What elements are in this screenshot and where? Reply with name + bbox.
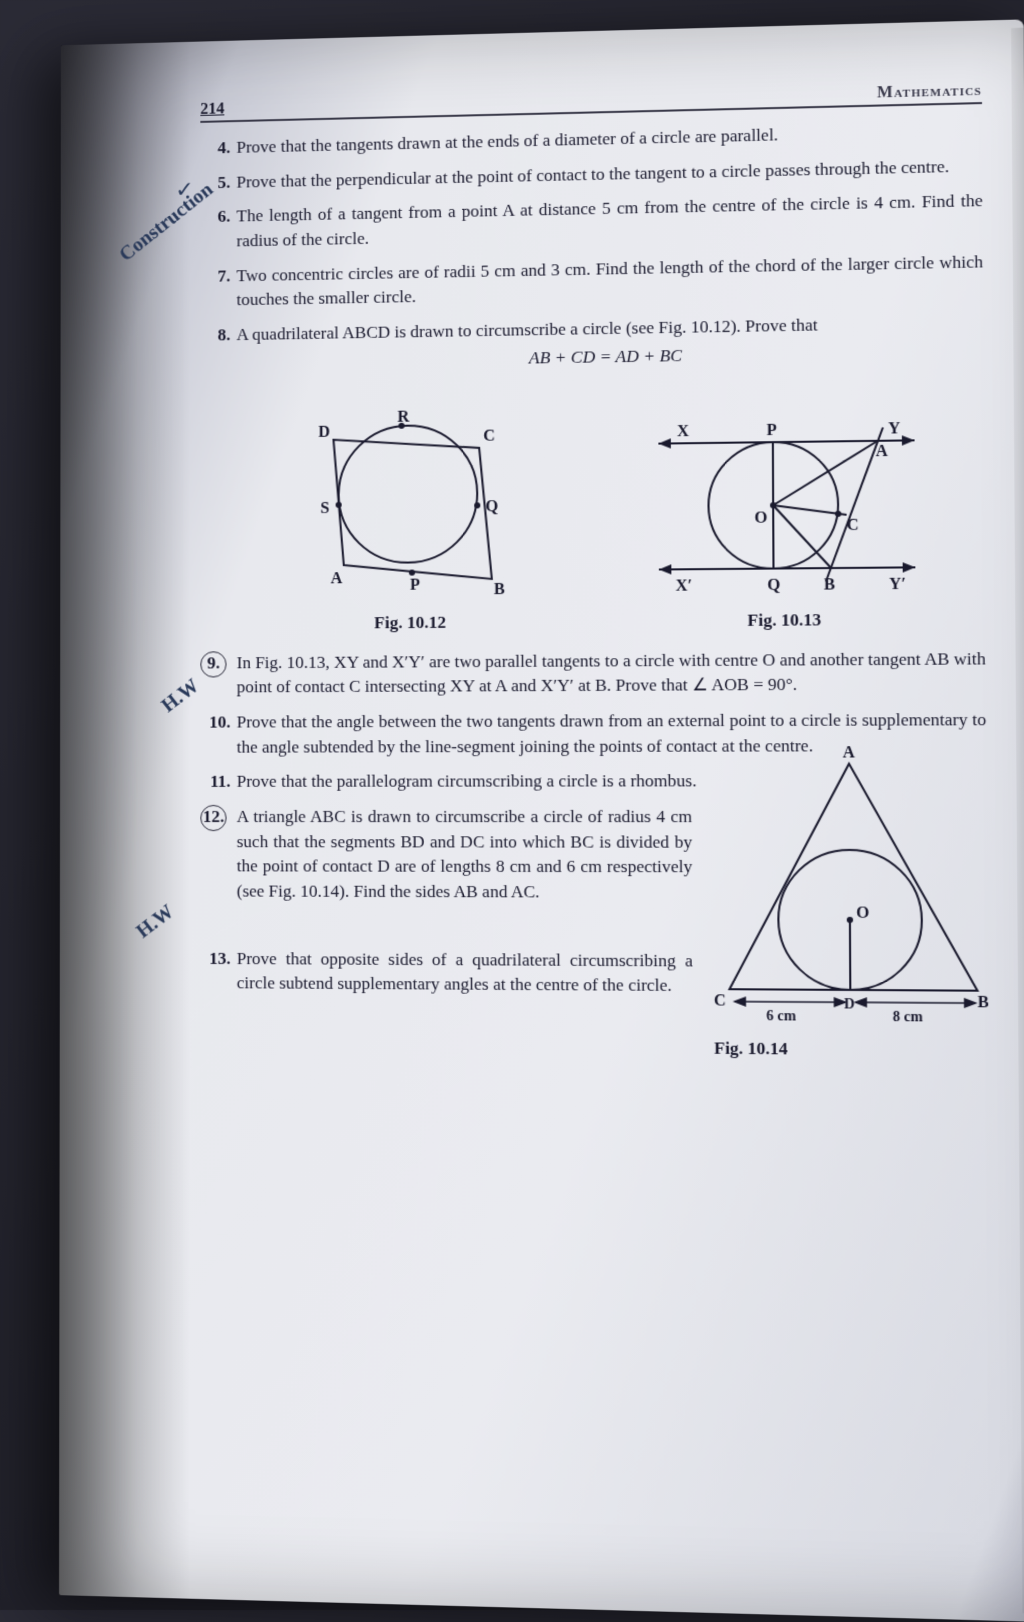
page-edge	[1011, 27, 1024, 1614]
question-13: Prove that opposite sides of a quadrilat…	[200, 946, 988, 1001]
page-number: 214	[200, 100, 224, 118]
lbl-P13: P	[766, 422, 777, 440]
fig-10-13-caption: Fig. 10.13	[638, 607, 931, 634]
margin-note-hw-1: H.W	[157, 675, 203, 718]
lbl-X: X	[677, 423, 690, 440]
lbl-S: S	[320, 500, 329, 517]
question-12-text: A triangle ABC is drawn to circumscribe …	[237, 805, 693, 906]
margin-note-hw-2: H.W	[132, 900, 178, 943]
question-9: In Fig. 10.13, XY and X′Y′ are two paral…	[200, 647, 986, 701]
spine-shadow	[59, 42, 190, 1599]
question-list: Prove that the tangents drawn at the end…	[200, 118, 988, 1001]
lbl-O13: O	[754, 510, 767, 528]
fig-10-14-caption: Fig. 10.14	[714, 1036, 989, 1064]
lbl-A: A	[331, 570, 343, 587]
subject-label: Mathematics	[877, 82, 982, 103]
lbl-Yp: Y′	[889, 576, 906, 594]
fig-10-12-caption: Fig. 10.12	[288, 610, 533, 636]
figure-10-14: A C B D O 6 cm 8 cm Fig. 10.14	[713, 743, 989, 1064]
question-4: Prove that the tangents drawn at the end…	[200, 118, 982, 161]
figure-row-1: A B C D P Q R S	[237, 375, 986, 637]
lbl-Q13: Q	[767, 577, 780, 595]
lbl-B13: B	[824, 576, 836, 594]
lbl-6cm: 6 cm	[766, 1009, 796, 1025]
lbl-Xp: X′	[676, 577, 693, 595]
question-8: A quadrilateral ABCD is drawn to circums…	[200, 310, 985, 637]
question-8-equation: AB + CD = AD + BC	[237, 340, 984, 377]
fig-10-13-svg: X Y X′ Y′ P Q A B C O	[638, 396, 932, 603]
lbl-C13: C	[847, 517, 859, 535]
lbl-B: B	[494, 581, 505, 598]
lbl-D: D	[318, 424, 330, 441]
question-5: Prove that the perpendicular at the poin…	[200, 154, 982, 196]
question-7: Two concentric circles are of radii 5 cm…	[200, 250, 983, 314]
fig-10-12-svg: A B C D P Q R S	[288, 382, 533, 606]
question-12: A triangle ABC is drawn to circumscribe …	[200, 805, 988, 1064]
lbl-A13: A	[876, 443, 889, 461]
question-11-text: Prove that the parallelogram circumscrib…	[237, 771, 697, 791]
textbook-page: 214 Mathematics Construction ✓ H.W H.W P…	[59, 19, 1024, 1621]
lbl-Q: Q	[485, 498, 498, 515]
question-6: The length of a tangent from a point A a…	[200, 189, 983, 255]
page-header: 214 Mathematics	[200, 82, 982, 123]
figure-10-13: X Y X′ Y′ P Q A B C O Fig. 10.13	[638, 396, 932, 634]
question-8-text: A quadrilateral ABCD is drawn to circums…	[236, 315, 817, 344]
lbl-P: P	[410, 577, 420, 594]
figure-10-12: A B C D P Q R S	[288, 382, 533, 637]
lbl-R: R	[397, 409, 409, 426]
lbl-Y: Y	[888, 420, 901, 438]
tick-mark: ✓	[175, 177, 193, 203]
lbl-A14: A	[843, 744, 856, 762]
lbl-C: C	[483, 428, 495, 445]
lbl-O14: O	[856, 904, 869, 922]
lbl-8cm: 8 cm	[893, 1010, 924, 1026]
